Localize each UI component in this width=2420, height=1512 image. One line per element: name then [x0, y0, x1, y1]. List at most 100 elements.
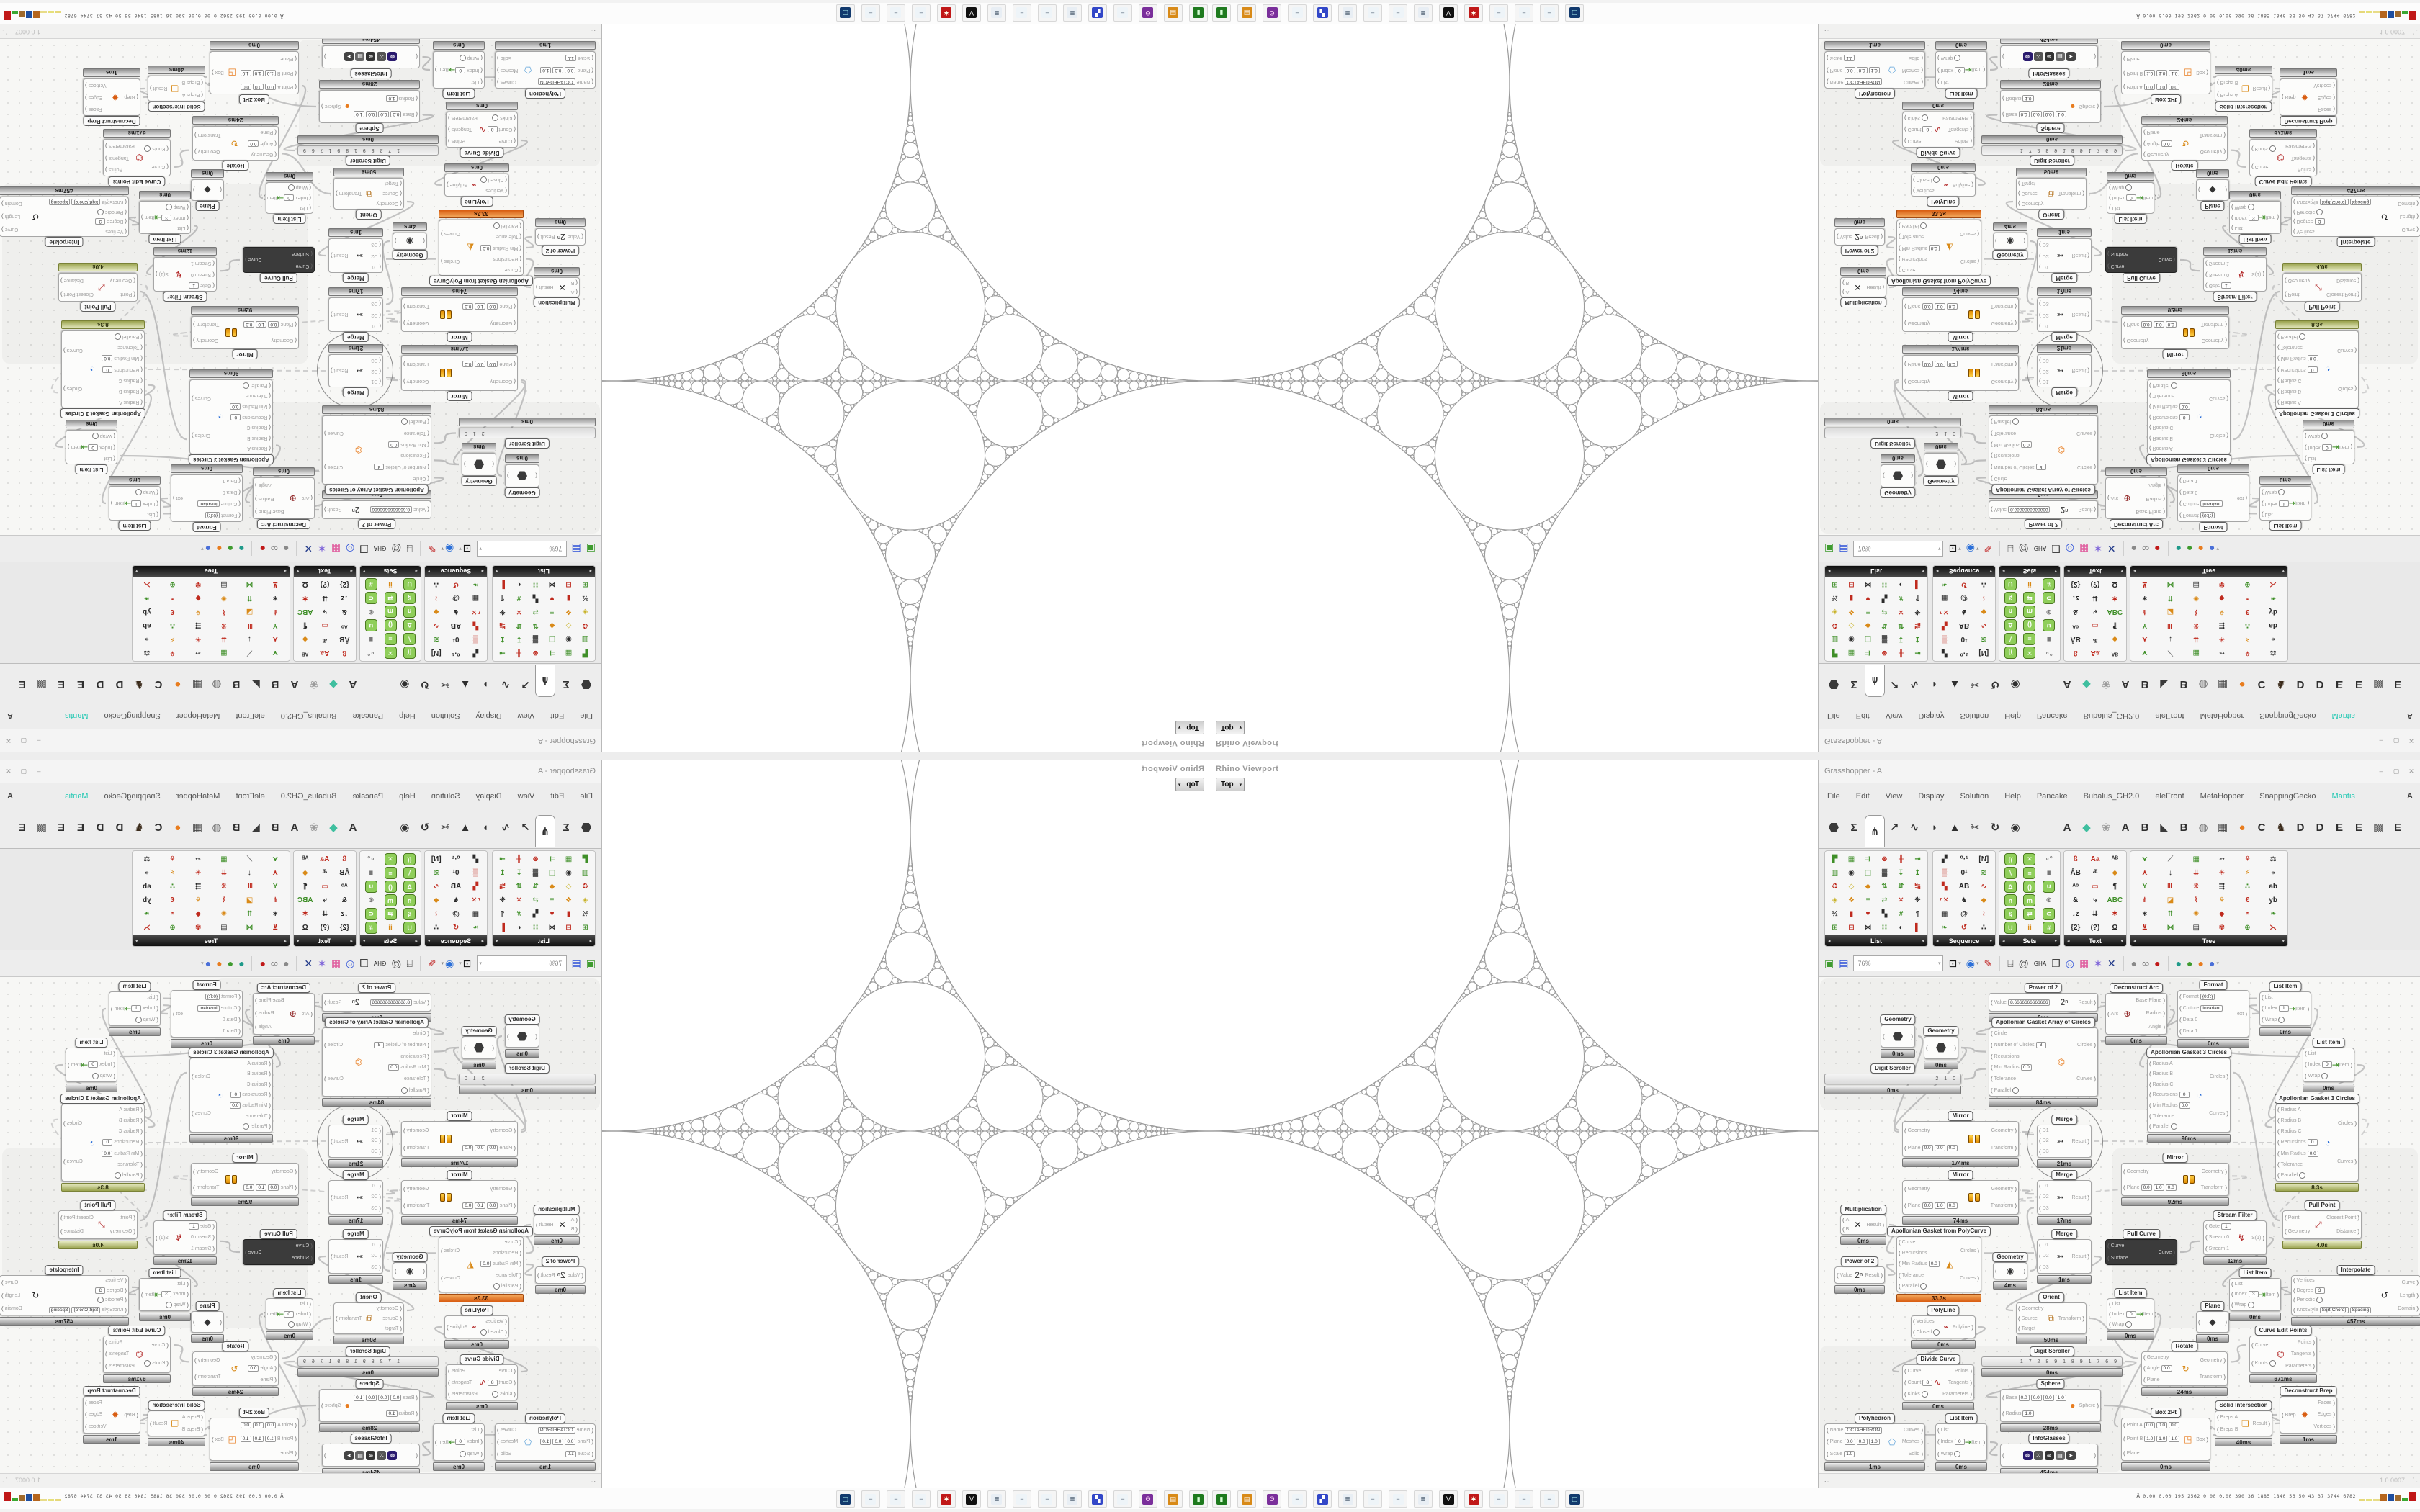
input-jack[interactable]: (: [136, 94, 138, 101]
value-box[interactable]: 0: [284, 1310, 295, 1318]
tab-plugin-2[interactable]: ❀: [309, 678, 319, 690]
palette-icon[interactable]: ⁿ✕: [1940, 608, 1949, 616]
tab-plugin-17[interactable]: E: [19, 821, 27, 834]
gh-node-mir1[interactable]: (Geometry(Plane 0.0 0.0 0.0 Geometry) Transfo…: [401, 1121, 518, 1157]
input-jack[interactable]: (: [514, 138, 516, 145]
input-jack[interactable]: (: [187, 1280, 189, 1287]
input-jack[interactable]: (: [156, 1005, 158, 1012]
palette-icon[interactable]: ⤷: [323, 896, 327, 904]
value-box[interactable]: 0.0: [390, 111, 402, 118]
value-box[interactable]: Sqrt(Chord): [2319, 1306, 2349, 1313]
input-jack[interactable]: (: [238, 993, 241, 1000]
gh-node-cep[interactable]: (Curve(Knots ⌬ Points) Tangents) Parameters): [103, 139, 171, 176]
input-jack[interactable]: (: [519, 255, 521, 262]
menu-snappinggecko[interactable]: SnappingGecko: [104, 792, 161, 801]
palette-icon[interactable]: ◆: [195, 910, 202, 918]
palette-icon[interactable]: (): [381, 880, 400, 894]
output-jack[interactable]: ): [336, 1315, 338, 1322]
palette-icon[interactable]: ✳: [194, 635, 202, 643]
input-jack[interactable]: (: [140, 1107, 143, 1114]
value-box[interactable]: 1.0: [240, 69, 251, 76]
palette-icon[interactable]: ⊞: [582, 924, 588, 932]
value-box[interactable]: Invariant: [2200, 500, 2223, 508]
gh-node-li1[interactable]: (List(Index 1(Wrap ⇥ Item): [2259, 486, 2311, 521]
value-box[interactable]: 1.0: [1868, 1439, 1880, 1446]
gh-node-cep[interactable]: (Curve(Knots ⌬ Points) Tangents) Parameters): [2249, 139, 2317, 176]
input-jack[interactable]: (: [238, 512, 241, 519]
palette-icon[interactable]: ♥: [1865, 594, 1870, 602]
palette-icon[interactable]: ⇶: [194, 621, 202, 629]
input-jack[interactable]: (: [238, 500, 241, 508]
output-jack[interactable]: ): [2023, 238, 2025, 245]
palette-icon[interactable]: n: [2001, 605, 2020, 618]
palette-icon[interactable]: ⤷: [2093, 896, 2097, 904]
rhino-viewport-pane[interactable]: Rhino Viewport Top ▾: [602, 24, 1210, 752]
palette-icon[interactable]: ↓z: [2071, 910, 2079, 918]
taskbar-app-owl-app[interactable]: ʘ: [1263, 4, 1281, 22]
input-jack[interactable]: (: [310, 251, 313, 257]
input-jack[interactable]: (: [400, 1325, 402, 1332]
value-box[interactable]: 0: [102, 1139, 113, 1146]
palette-icon[interactable]: ◆: [195, 594, 202, 602]
palette-icon[interactable]: ⋋: [2269, 924, 2277, 932]
palette-icon[interactable]: ✾: [194, 580, 202, 588]
input-jack[interactable]: (: [535, 1032, 537, 1040]
value-box[interactable]: 8.6666666666666: [2008, 506, 2051, 513]
palette-icon[interactable]: ♞: [1960, 608, 1968, 616]
input-jack[interactable]: (: [2123, 1436, 2125, 1443]
infoglasses-chip[interactable]: ∞: [2044, 52, 2054, 62]
palette-icon[interactable]: ▒: [1942, 635, 1948, 643]
output-jack[interactable]: ): [2015, 361, 2017, 368]
palette-icon[interactable]: #: [516, 910, 521, 918]
gh-node-li3[interactable]: (List(Index 3(Wrap ⇥ Item): [139, 1278, 191, 1311]
value-box[interactable]: 0.0: [378, 1394, 390, 1401]
input-jack[interactable]: (: [140, 377, 143, 384]
input-jack[interactable]: (: [2305, 1050, 2307, 1058]
palette-icon[interactable]: ∴: [434, 580, 439, 588]
palette-icon[interactable]: ▮: [1849, 594, 1854, 602]
input-jack[interactable]: (: [1904, 1127, 1906, 1134]
palette-icon[interactable]: ◆: [302, 635, 308, 643]
palette-icon[interactable]: ✕: [516, 608, 522, 616]
palette-icon[interactable]: €: [170, 608, 175, 616]
output-jack[interactable]: ): [194, 132, 197, 138]
output-jack[interactable]: ): [2226, 432, 2228, 438]
palette-icon[interactable]: ⇉: [1865, 649, 1871, 657]
menu-edit[interactable]: Edit: [1855, 711, 1870, 720]
value-box[interactable]: 8.6666666666666: [369, 999, 412, 1006]
output-jack[interactable]: ): [85, 94, 87, 101]
palette-icon[interactable]: ⊂: [362, 591, 381, 605]
palette-icon[interactable]: ♻: [1832, 621, 1838, 629]
value-box[interactable]: Sqrt(Chord): [2319, 199, 2349, 206]
value-box[interactable]: 0.0: [2307, 355, 2318, 362]
output-jack[interactable]: ): [2313, 166, 2315, 174]
gh-canvas[interactable]: Geometry() 0ms Geometry() 0ms Power of 2(Val…: [1819, 976, 2420, 1474]
gh-node-mir3[interactable]: (Geometry(Plane 0.0 1.0 0.0 Geometry) Transfo…: [2121, 316, 2229, 349]
value-box[interactable]: 3: [2035, 1041, 2046, 1048]
output-jack[interactable]: ): [1970, 1367, 1972, 1374]
gh-node-geo1[interactable]: (): [1881, 1025, 1915, 1048]
palette-icon[interactable]: ♞: [452, 896, 460, 904]
output-jack[interactable]: ): [403, 320, 405, 326]
input-jack[interactable]: (: [2277, 333, 2280, 341]
palette-icon[interactable]: ⁰·¹: [452, 649, 460, 657]
palette-icon[interactable]: ⍆: [2271, 869, 2276, 877]
palette-icon[interactable]: ∘°: [367, 855, 375, 863]
output-jack[interactable]: ): [497, 54, 499, 61]
palette-icon[interactable]: #: [2039, 921, 2058, 935]
tab-plugin-5[interactable]: ◣: [2160, 678, 2169, 690]
toolbar-save-file[interactable]: ▤: [1839, 543, 1849, 555]
value-box[interactable]: 0.0: [480, 1261, 492, 1268]
input-jack[interactable]: (: [379, 1205, 381, 1212]
palette-icon[interactable]: ⇵: [1898, 621, 1904, 629]
output-jack[interactable]: ): [2357, 1228, 2360, 1235]
rhino-viewport-pane[interactable]: Rhino Viewport Top ▾: [1210, 24, 1818, 752]
input-jack[interactable]: (: [201, 1414, 203, 1421]
toggle-circle[interactable]: [2321, 433, 2329, 440]
value-box[interactable]: 0.0: [1934, 361, 1945, 368]
value-box[interactable]: 0.0: [462, 361, 474, 368]
grasshopper-titlebar[interactable]: Grasshopper - A – ▢ ✕: [1819, 729, 2420, 752]
infoglasses-chip[interactable]: ⁙: [377, 1450, 387, 1460]
tab-curve[interactable]: ∿: [1909, 822, 1919, 834]
input-jack[interactable]: (: [136, 1411, 138, 1418]
